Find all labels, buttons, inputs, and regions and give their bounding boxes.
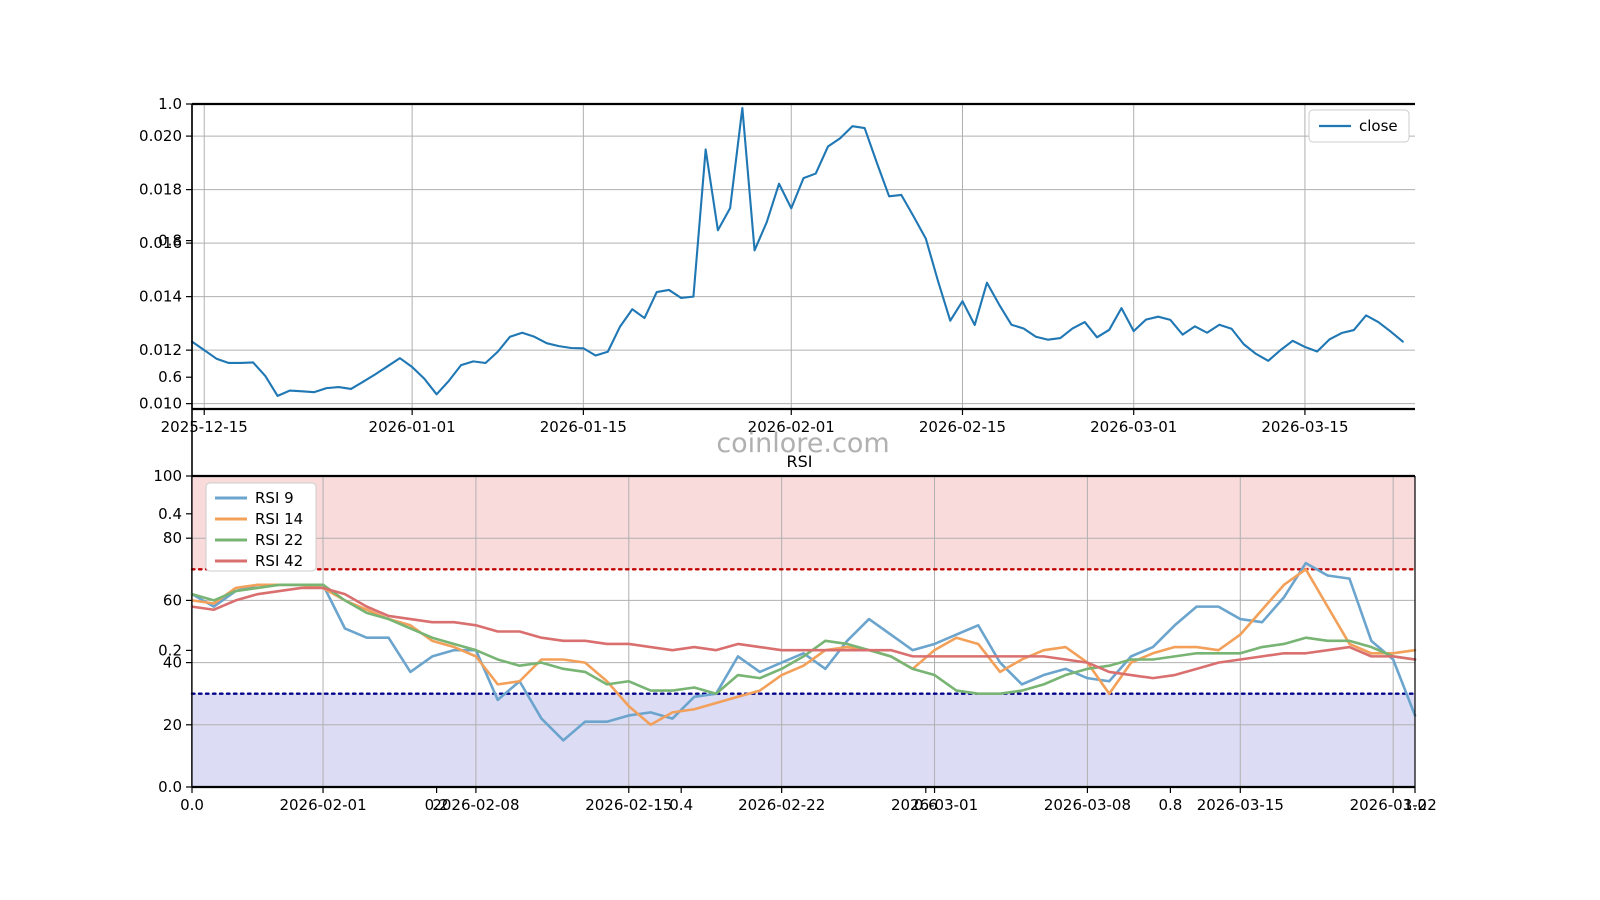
price-legend-label-close: close: [1359, 117, 1398, 135]
rsi-ytick-label-3: 80: [163, 529, 182, 547]
price-ytick-label-2: 0.014: [139, 288, 182, 306]
price-xtick-label-6: 2026-03-15: [1261, 418, 1348, 436]
overlay-ytick-label-2: 0.4: [158, 505, 182, 523]
rsi-ytick-label-0: 20: [163, 716, 182, 734]
price-ytick-label-5: 0.020: [139, 127, 182, 145]
overlay-ytick-label-3: 0.6: [158, 368, 182, 386]
price-xtick-label-3: 2026-02-01: [748, 418, 835, 436]
overlay-xtick-label-1: 0.2: [425, 796, 449, 814]
rsi-xtick-label-4: 2026-03-01: [891, 796, 978, 814]
rsi-xtick-label-6: 2026-03-15: [1197, 796, 1284, 814]
price-ytick-label-1: 0.012: [139, 341, 182, 359]
price-plot-background: [192, 104, 1415, 409]
rsi-band-oversold: [192, 693, 1415, 787]
rsi-ytick-label-2: 60: [163, 591, 182, 609]
overlay-ytick-label-1: 0.2: [158, 641, 182, 659]
rsi-chart-panel: 20 40 60 80 100 2026-02-01 2026-02-08 2026-02-1…: [153, 452, 1436, 814]
rsi-legend-label-rsi-42: RSI 42: [255, 552, 303, 570]
price-xtick-label-1: 2026-01-01: [369, 418, 456, 436]
rsi-band-overbought: [192, 476, 1415, 570]
overlay-xtick-label-5: 1.0: [1403, 796, 1427, 814]
price-xtick-label-4: 2026-02-15: [919, 418, 1006, 436]
price-xtick-label-2: 2026-01-15: [540, 418, 627, 436]
rsi-xtick-label-2: 2026-02-15: [585, 796, 672, 814]
rsi-ytick-label-1: 40: [163, 654, 182, 672]
overlay-xtick-label-2: 0.4: [669, 796, 693, 814]
rsi-line-rsi-42: [190, 586, 1417, 680]
rsi-xtick-label-7: 2026-03-22: [1350, 796, 1437, 814]
price-ytick-label-3: 0.016: [139, 234, 182, 252]
overlay-xtick-label-4: 0.8: [1158, 796, 1182, 814]
price-xtick-label-5: 2026-03-01: [1090, 418, 1177, 436]
overlay-ytick-label-5: 1.0: [158, 95, 182, 113]
rsi-line-rsi-9: [190, 561, 1417, 742]
price-legend[interactable]: close: [1308, 109, 1410, 143]
rsi-xtick-label-3: 2026-02-22: [738, 796, 825, 814]
price-ytick-label-0: 0.010: [139, 395, 182, 413]
overlay-xtick-label-0: 0.0: [180, 796, 204, 814]
rsi-ytick-label-4: 100: [153, 467, 182, 485]
rsi-legend-label-rsi-22: RSI 22: [255, 531, 303, 549]
overlay-xtick-label-3: 0.6: [914, 796, 938, 814]
price-close-line: [190, 106, 1404, 397]
rsi-xtick-label-1: 2026-02-08: [432, 796, 519, 814]
price-xtick-label-0: 2025-12-15: [161, 418, 248, 436]
rsi-legend[interactable]: RSI 9 RSI 14 RSI 22 RSI 42: [205, 482, 317, 572]
watermark-coinlore: coinlore.com: [716, 428, 889, 459]
overlay-ytick-label-0: 0.0: [158, 778, 182, 796]
rsi-title: RSI: [787, 452, 813, 471]
price-legend-box: [1308, 109, 1410, 143]
rsi-line-rsi-22: [190, 583, 1417, 695]
rsi-legend-label-rsi-14: RSI 14: [255, 510, 303, 528]
overlay-ytick-label-4: 0.8: [158, 232, 182, 250]
price-chart-panel: 0.010 0.012 0.014 0.016 0.018 0.020 0.0 0.2 0.4 0…: [139, 95, 1415, 796]
rsi-legend-box: [205, 482, 317, 572]
rsi-xtick-label-5: 2026-03-08: [1044, 796, 1131, 814]
price-ytick-label-4: 0.018: [139, 181, 182, 199]
rsi-xtick-label-0: 2026-02-01: [279, 796, 366, 814]
rsi-legend-label-rsi-9: RSI 9: [255, 489, 294, 507]
